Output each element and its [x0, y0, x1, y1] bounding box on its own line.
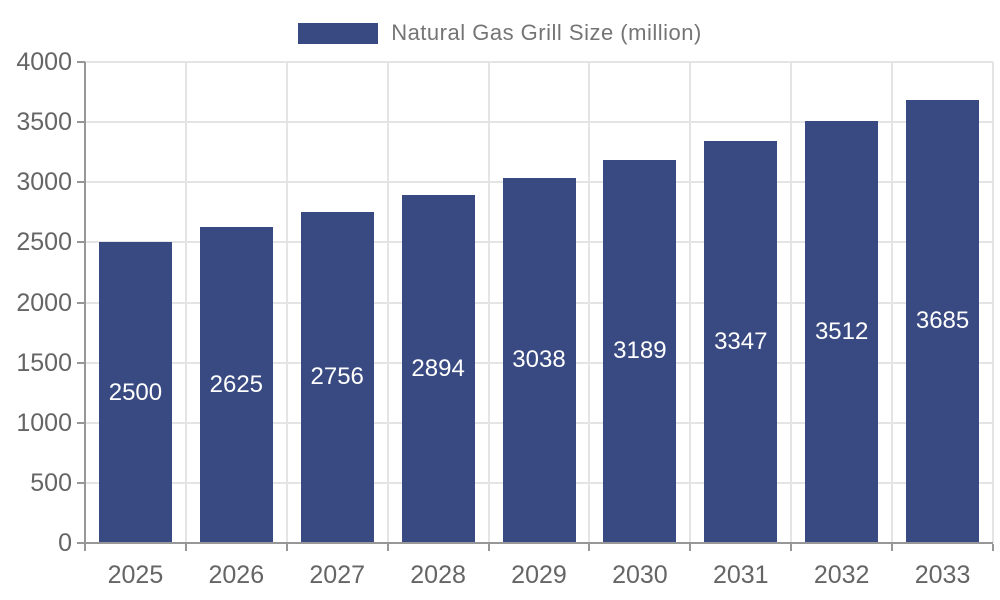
- plot-area: 2500 2625 2756 2894 3038 3189 3347 3512 3685: [85, 61, 994, 543]
- y-tick-mark: [77, 181, 85, 184]
- gridline-vertical: [790, 62, 793, 543]
- x-tick-label: 2026: [208, 561, 265, 589]
- x-tick-label: 2033: [914, 561, 971, 589]
- x-tick-mark: [992, 544, 994, 551]
- bar-value-label: 2894: [411, 355, 465, 382]
- bar-value-label: 3347: [714, 327, 768, 355]
- y-tick-label: 4000: [16, 48, 72, 76]
- gridline-vertical: [386, 62, 389, 543]
- gridline-vertical: [891, 62, 894, 543]
- bar-value-label: 3512: [814, 317, 869, 345]
- y-tick-label: 2500: [16, 228, 72, 257]
- x-tick-mark: [689, 544, 692, 551]
- y-tick-label: 1000: [16, 408, 72, 437]
- y-tick-mark: [77, 361, 85, 364]
- x-tick-mark: [487, 544, 490, 551]
- x-tick-mark: [84, 544, 86, 551]
- gridline-vertical: [992, 62, 994, 543]
- y-tick-mark: [77, 481, 85, 484]
- bar-value-label: 2500: [108, 378, 163, 406]
- y-tick-mark: [77, 421, 85, 424]
- y-tick-mark: [77, 301, 85, 304]
- x-tick-mark: [790, 544, 793, 551]
- gridline-vertical: [588, 62, 591, 543]
- bar: 3189: [603, 159, 677, 543]
- bar: 2894: [401, 195, 475, 543]
- x-tick-mark: [285, 544, 288, 551]
- bar-value-label: 2756: [310, 363, 364, 391]
- y-tick-mark: [77, 61, 85, 63]
- bar: 2625: [199, 227, 273, 543]
- bar-value-label: 3685: [915, 307, 970, 335]
- legend: Natural Gas Grill Size (million): [0, 20, 1000, 46]
- x-tick-label: 2028: [410, 561, 466, 589]
- y-tick-label: 500: [30, 468, 72, 497]
- x-axis-line: [84, 542, 993, 544]
- x-tick-mark: [386, 544, 389, 551]
- y-tick-label: 1500: [16, 348, 72, 377]
- bar: 3685: [906, 99, 980, 543]
- x-tick-label: 2031: [712, 561, 769, 589]
- x-tick-label: 2027: [309, 561, 366, 589]
- gridline-vertical: [285, 62, 288, 543]
- y-tick-label: 3500: [16, 108, 72, 137]
- x-tick-mark: [891, 544, 894, 551]
- bar: 3347: [704, 140, 778, 543]
- y-axis-line: [84, 62, 86, 550]
- bar: 3038: [502, 177, 576, 543]
- gridline-horizontal: [85, 61, 993, 63]
- bar-value-label: 3038: [512, 346, 566, 374]
- x-tick-label: 2029: [511, 561, 567, 589]
- bar-value-label: 3189: [613, 337, 667, 365]
- legend-label: Natural Gas Grill Size (million): [391, 20, 702, 45]
- bar: 2756: [300, 211, 374, 543]
- legend-swatch: [298, 22, 379, 44]
- y-tick-mark: [77, 241, 85, 244]
- x-tick-mark: [588, 544, 591, 551]
- bar: 3512: [805, 120, 879, 543]
- gridline-vertical: [689, 62, 692, 543]
- x-tick-label: 2025: [107, 561, 164, 589]
- y-tick-mark: [77, 121, 85, 124]
- gridline-vertical: [184, 62, 187, 543]
- x-tick-mark: [184, 544, 187, 551]
- x-tick-label: 2030: [612, 561, 668, 589]
- gridline-horizontal: [85, 121, 993, 124]
- y-tick-label: 3000: [16, 168, 72, 197]
- x-tick-label: 2032: [813, 561, 870, 589]
- y-tick-label: 0: [58, 529, 72, 557]
- y-tick-mark: [77, 542, 85, 544]
- bar-value-label: 2625: [209, 371, 264, 399]
- gridline-vertical: [487, 62, 490, 543]
- y-tick-label: 2000: [16, 288, 72, 317]
- bar: 2500: [98, 242, 172, 543]
